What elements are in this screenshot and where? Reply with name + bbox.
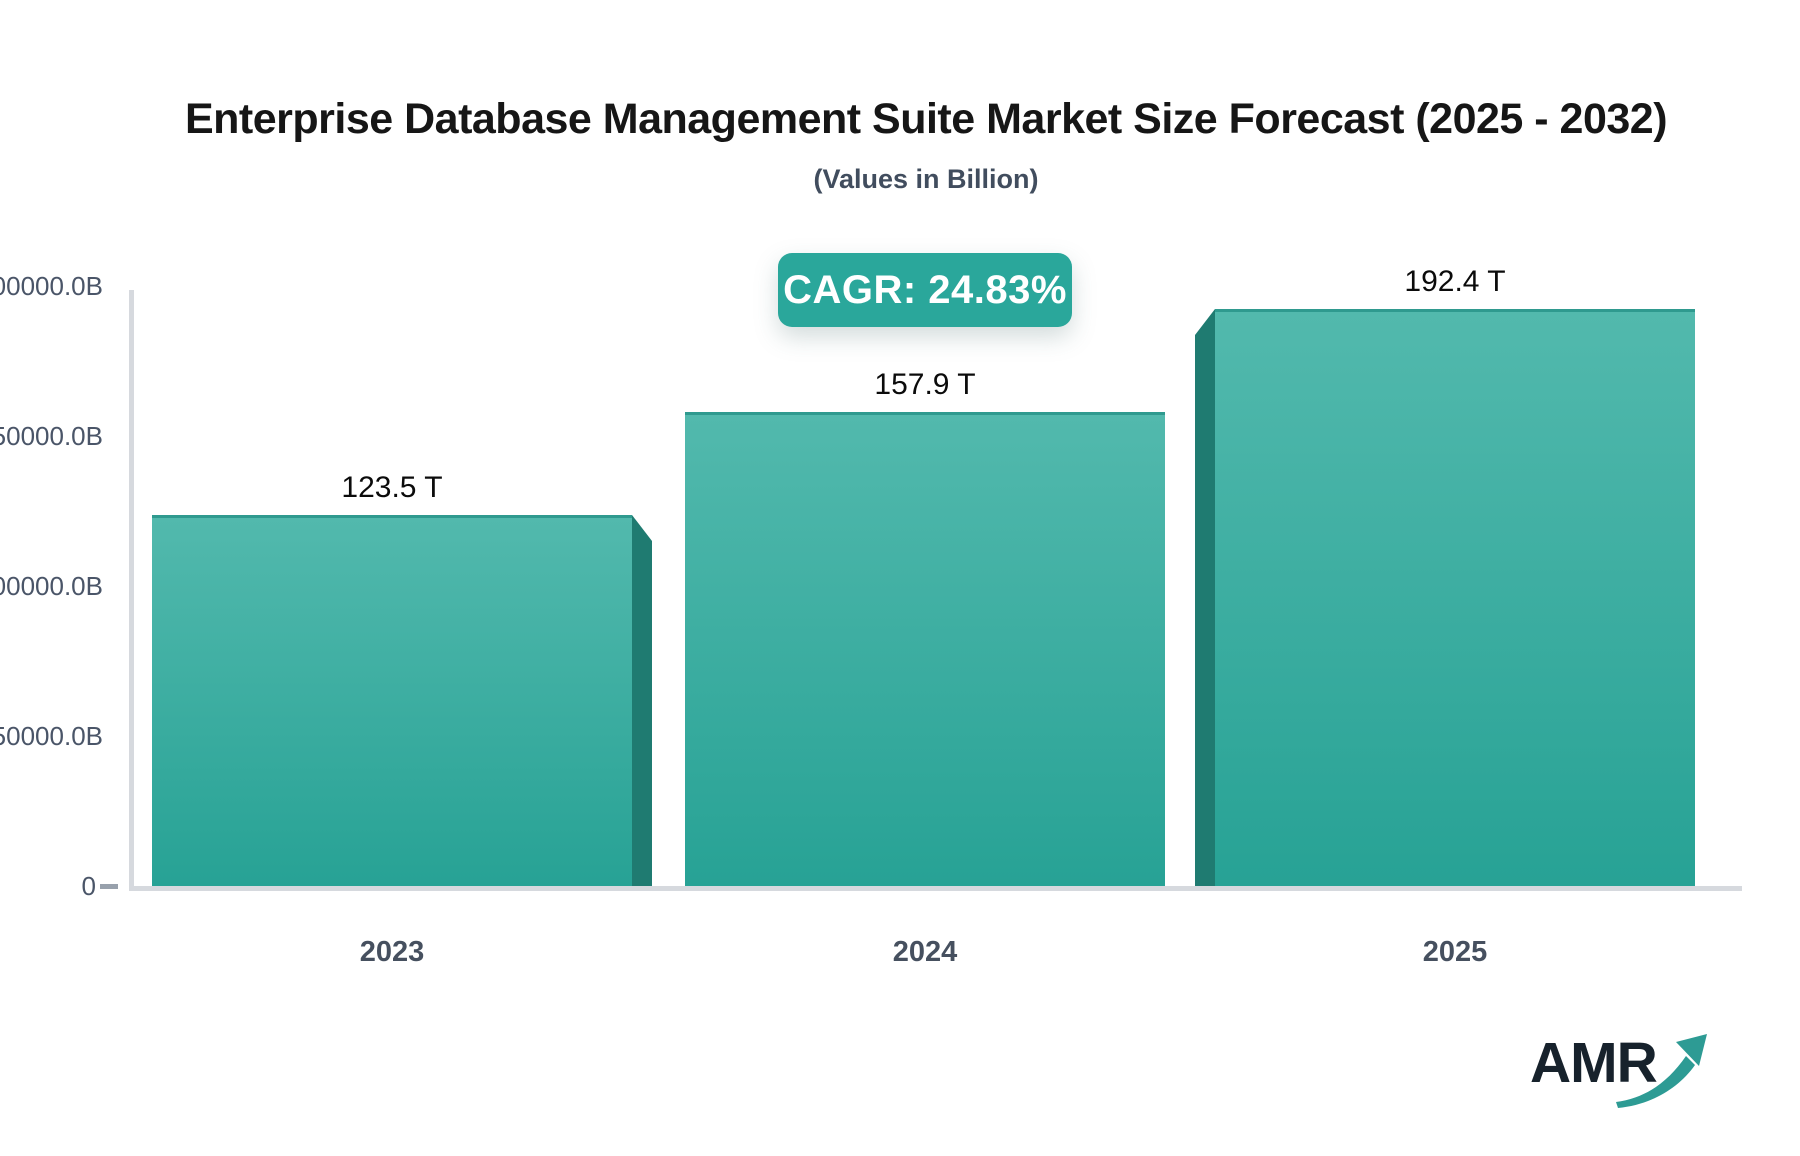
amr-logo-text: AMR: [1530, 1031, 1658, 1095]
bar-value-label: 157.9 T: [874, 368, 976, 401]
bar-value-label: 192.4 T: [1404, 265, 1506, 298]
chart-header: Enterprise Database Management Suite Mar…: [26, 95, 1800, 143]
y-axis-tick-label: 150000.0B: [0, 421, 103, 451]
y-axis-zero-tick: [100, 884, 118, 889]
chart-subtitle: (Values in Billion): [813, 164, 1039, 194]
bar-2023: [152, 515, 632, 886]
x-axis-tick-label: 2025: [1422, 936, 1488, 968]
cagr-badge-label: CAGR: 24.83%: [783, 267, 1067, 312]
bar-3d-side: [1195, 309, 1215, 886]
x-axis-tick-label: 2024: [892, 936, 958, 968]
bar-value-label: 123.5 T: [341, 471, 443, 504]
y-axis-tick-label: 50000.0B: [0, 721, 103, 751]
y-axis-tick-label: 200000.0B: [0, 271, 103, 301]
page-title: Enterprise Database Management Suite Mar…: [184, 95, 1668, 143]
bar-3d-side: [632, 515, 652, 886]
bar-2025: [1215, 309, 1695, 886]
trend-up-arrow-icon: [1616, 1034, 1707, 1108]
bar-2024: [685, 412, 1165, 886]
cagr-badge: CAGR: 24.83%: [778, 253, 1072, 327]
y-axis-tick-label: 0: [81, 871, 96, 901]
x-axis-tick-label: 2023: [359, 936, 425, 968]
y-axis-tick-label: 100000.0B: [0, 571, 103, 601]
amr-logo: AMR: [1528, 1028, 1778, 1123]
x-axis-line: [129, 886, 1742, 891]
y-axis-line: [129, 290, 134, 891]
